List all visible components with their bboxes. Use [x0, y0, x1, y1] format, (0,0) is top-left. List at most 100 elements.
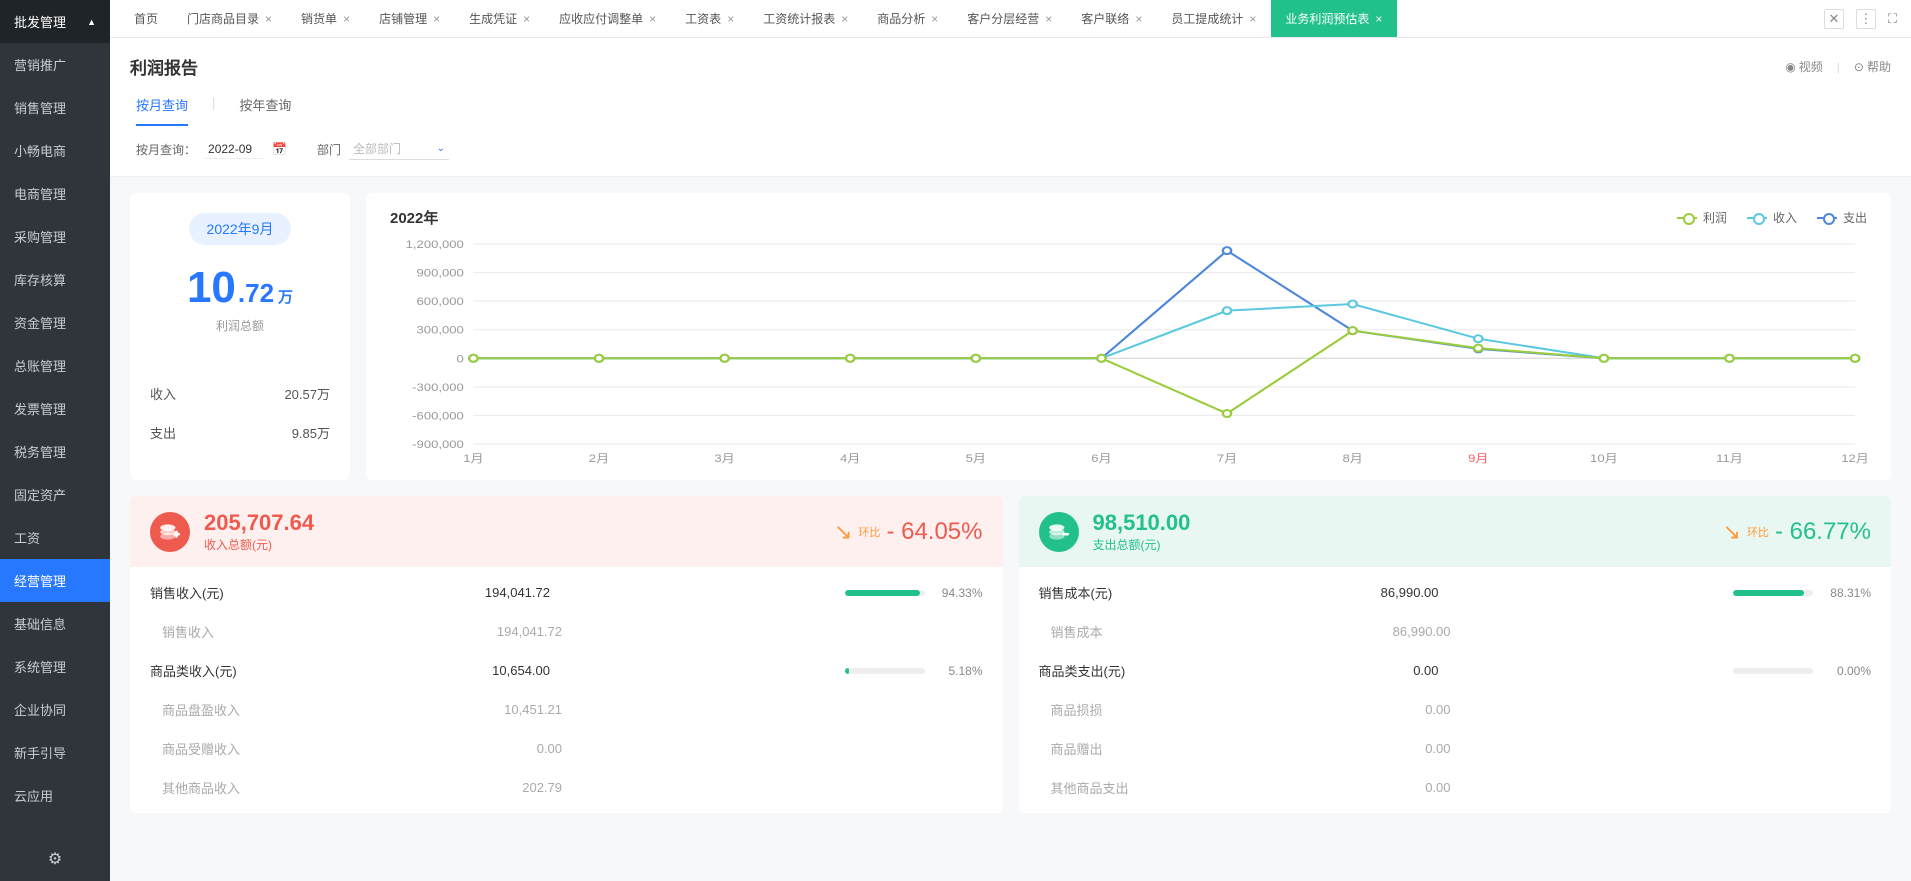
dept-filter[interactable]: 部门 全部部门 ⌄ — [317, 138, 449, 160]
expense-trend-pct: - 66.77% — [1775, 518, 1871, 546]
help-link[interactable]: ⊙ 帮助 — [1854, 58, 1891, 75]
detail-row: 其他商品收入202.79 — [150, 768, 983, 807]
settings-icon[interactable]: ⚙ — [0, 837, 110, 881]
tab-label: 工资表 — [685, 10, 721, 27]
detail-row: 其他商品支出0.00 — [1039, 768, 1872, 807]
tab-label: 业务利润预估表 — [1285, 10, 1369, 27]
legend-item[interactable]: 支出 — [1817, 209, 1867, 226]
sidebar-item[interactable]: 云应用 — [0, 774, 110, 817]
sidebar-header-label: 批发管理 — [14, 12, 66, 31]
close-icon[interactable]: × — [1045, 12, 1052, 26]
sidebar-item[interactable]: 采购管理 — [0, 215, 110, 258]
svg-text:2月: 2月 — [589, 452, 609, 465]
tab[interactable]: 应收应付调整单 × — [545, 0, 671, 37]
expense-icon — [1039, 512, 1079, 552]
query-tab[interactable]: 按月查询 — [136, 95, 188, 126]
query-tabs: 按月查询|按年查询 — [110, 85, 1911, 126]
summary-row: 收入20.57万 — [146, 374, 334, 413]
tab-label: 销货单 — [301, 10, 337, 27]
sidebar-header[interactable]: 批发管理 ▲ — [0, 0, 110, 43]
income-total-label: 收入总额(元) — [204, 536, 314, 553]
sidebar-item[interactable]: 经营管理 — [0, 559, 110, 602]
tab[interactable]: 商品分析× — [863, 0, 953, 37]
tab-label: 工资统计报表 — [763, 10, 835, 27]
sidebar-item[interactable]: 营销推广 — [0, 43, 110, 86]
close-icon[interactable]: × — [841, 12, 848, 26]
tab[interactable]: 员工提成统计× — [1157, 0, 1271, 37]
close-icon[interactable]: × — [1249, 12, 1256, 26]
svg-text:600,000: 600,000 — [417, 295, 465, 308]
detail-row: 销售收入194,041.72 — [150, 612, 983, 651]
close-icon[interactable]: × — [649, 12, 656, 26]
chevron-down-icon: ⌄ — [437, 143, 445, 154]
tab[interactable]: 首页 — [120, 0, 173, 37]
tab[interactable]: 工资统计报表 × — [749, 0, 863, 37]
query-tab[interactable]: 按年查询 — [239, 95, 291, 126]
expense-total-label: 支出总额(元) — [1093, 536, 1191, 553]
close-icon[interactable]: × — [523, 12, 530, 26]
trend-down-icon: ↘ — [1723, 519, 1741, 545]
tab[interactable]: 客户联络 × — [1067, 0, 1157, 37]
sidebar-item[interactable]: 电商管理 — [0, 172, 110, 215]
month-filter[interactable]: 按月查询： 2022-09 📅 — [136, 140, 287, 159]
sidebar-item[interactable]: 固定资产 — [0, 473, 110, 516]
close-icon[interactable]: × — [433, 12, 440, 26]
summary-period-badge: 2022年9月 — [189, 213, 292, 245]
svg-text:8月: 8月 — [1342, 452, 1362, 465]
tab[interactable]: 工资表 × — [671, 0, 749, 37]
tab-label: 应收应付调整单 — [559, 10, 643, 27]
income-icon — [150, 512, 190, 552]
detail-row: 商品类收入(元)10,654.005.18% — [150, 651, 983, 690]
svg-text:11月: 11月 — [1716, 452, 1743, 465]
legend-marker — [1817, 214, 1837, 222]
svg-text:3月: 3月 — [714, 452, 734, 465]
sidebar-item[interactable]: 新手引导 — [0, 731, 110, 774]
month-filter-label: 按月查询： — [136, 141, 196, 158]
sidebar-item[interactable]: 企业协同 — [0, 688, 110, 731]
close-icon[interactable]: × — [727, 12, 734, 26]
detail-row: 商品损损0.00 — [1039, 690, 1872, 729]
trend-down-icon: ↘ — [834, 519, 852, 545]
close-icon[interactable]: × — [265, 12, 272, 26]
line-chart: 1,200,000900,000600,000300,0000-300,000-… — [390, 236, 1867, 466]
sidebar-item[interactable]: 总账管理 — [0, 344, 110, 387]
income-trend-pct: - 64.05% — [886, 518, 982, 546]
close-icon[interactable]: × — [1375, 12, 1382, 26]
page-title: 利润报告 — [130, 54, 198, 79]
tab[interactable]: 业务利润预估表 × — [1271, 0, 1397, 37]
sidebar-item[interactable]: 小畅电商 — [0, 129, 110, 172]
svg-text:12月: 12月 — [1841, 452, 1867, 465]
tab[interactable]: 生成凭证× — [455, 0, 545, 37]
tab[interactable]: 门店商品目录× — [173, 0, 287, 37]
sidebar-items: 营销推广销售管理小畅电商电商管理采购管理库存核算资金管理总账管理发票管理税务管理… — [0, 43, 110, 817]
profit-summary-card: 2022年9月 10 .72 万 利润总额 收入20.57万支出9.85万 — [130, 193, 350, 480]
detail-row: 销售收入(元)194,041.7294.33% — [150, 573, 983, 612]
fullscreen-icon[interactable]: ⛶ — [1888, 11, 1897, 27]
tab-bar: 首页门店商品目录×销货单×店铺管理×生成凭证×应收应付调整单×工资表×工资统计报… — [110, 0, 1911, 38]
tab[interactable]: 客户分层经营× — [953, 0, 1067, 37]
close-icon[interactable]: × — [1135, 12, 1142, 26]
sidebar-item[interactable]: 系统管理 — [0, 645, 110, 688]
video-help-link[interactable]: ◉ 视频 — [1785, 58, 1823, 75]
close-icon[interactable]: × — [343, 12, 350, 26]
sidebar-item[interactable]: 资金管理 — [0, 301, 110, 344]
sidebar-item[interactable]: 发票管理 — [0, 387, 110, 430]
tab[interactable]: 销货单 × — [287, 0, 365, 37]
legend-marker — [1747, 214, 1767, 222]
more-tabs-button[interactable]: ⋮ — [1856, 9, 1876, 29]
tab[interactable]: 店铺管理× — [365, 0, 455, 37]
legend-item[interactable]: 利润 — [1677, 209, 1727, 226]
sidebar-item[interactable]: 销售管理 — [0, 86, 110, 129]
detail-row: 商品赠出0.00 — [1039, 729, 1872, 768]
close-all-tabs-button[interactable]: ✕ — [1824, 9, 1844, 29]
legend-item[interactable]: 收入 — [1747, 209, 1797, 226]
sidebar-item[interactable]: 税务管理 — [0, 430, 110, 473]
expense-card: 98,510.00 支出总额(元) ↘ 环比 - 66.77% 销售成本(元)8… — [1019, 496, 1892, 813]
close-icon[interactable]: × — [931, 12, 938, 26]
sidebar-item[interactable]: 基础信息 — [0, 602, 110, 645]
calendar-icon[interactable]: 📅 — [272, 142, 287, 156]
svg-text:300,000: 300,000 — [417, 324, 465, 337]
tab-label: 客户联络 — [1081, 10, 1129, 27]
sidebar-item[interactable]: 库存核算 — [0, 258, 110, 301]
sidebar-item[interactable]: 工资 — [0, 516, 110, 559]
